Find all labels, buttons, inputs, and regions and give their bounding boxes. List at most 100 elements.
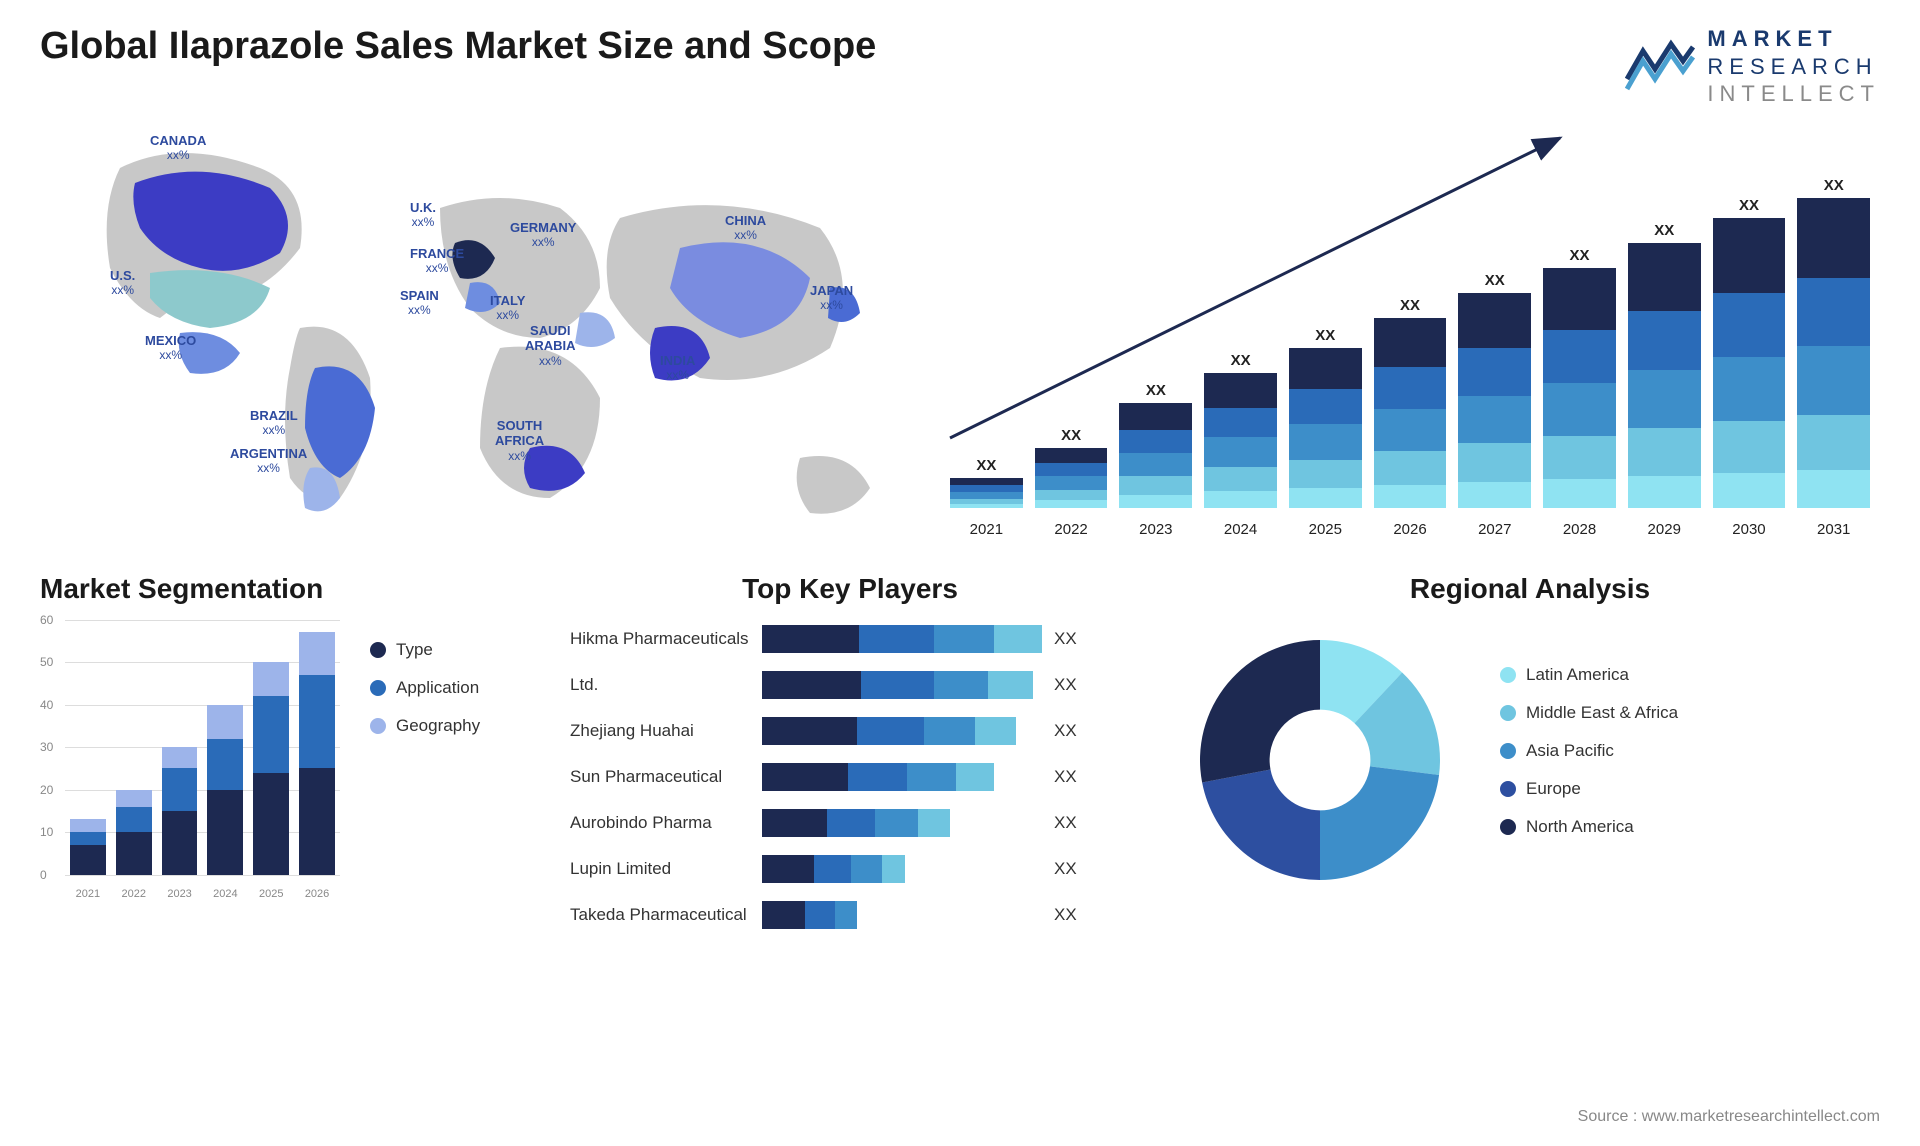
legend-label: North America (1526, 817, 1634, 837)
player-bar-segment (861, 671, 934, 699)
legend-label: Latin America (1526, 665, 1629, 685)
seg-ytick: 60 (40, 613, 53, 627)
growth-bar-segment (1458, 482, 1531, 508)
growth-bar-segment (1035, 448, 1108, 464)
player-bar (762, 763, 1042, 791)
growth-bar-segment (1289, 424, 1362, 459)
player-label: Hikma Pharmaceuticals (570, 629, 750, 649)
player-bar-segment (859, 625, 934, 653)
growth-bar-segment (1204, 437, 1277, 467)
segmentation-panel: Market Segmentation 0102030405060 202120… (40, 573, 520, 934)
growth-bar-chart: XXXXXXXXXXXXXXXXXXXXXX 20212022202320242… (940, 128, 1880, 538)
players-title: Top Key Players (570, 573, 1130, 605)
player-bar-segment (762, 717, 857, 745)
player-bar-segment (924, 717, 976, 745)
growth-bar-segment (1035, 476, 1108, 489)
growth-bar-segment (1204, 467, 1277, 491)
logo-icon (1625, 39, 1695, 94)
growth-bar-segment (1289, 460, 1362, 489)
seg-bar-column (299, 632, 335, 874)
player-label: Aurobindo Pharma (570, 813, 750, 833)
seg-bar-segment (253, 696, 289, 773)
growth-bar-segment (1204, 373, 1277, 408)
growth-bar-segment (950, 504, 1023, 508)
growth-bar-segment (1289, 389, 1362, 424)
seg-year-label: 2025 (253, 888, 289, 900)
growth-bar-label: XX (1315, 327, 1335, 344)
growth-bar-segment (1543, 383, 1616, 436)
growth-bar-label: XX (1739, 197, 1759, 214)
map-label: MEXICOxx% (145, 333, 196, 363)
legend-item: Type (370, 640, 520, 660)
growth-bar-segment (1713, 293, 1786, 357)
world-map-panel: CANADAxx%U.S.xx%MEXICOxx%BRAZILxx%ARGENT… (40, 128, 900, 538)
seg-bar-segment (253, 773, 289, 875)
growth-bar-segment (1204, 491, 1277, 507)
player-bar-segment (762, 671, 861, 699)
seg-ytick: 50 (40, 655, 53, 669)
player-value: XX (1054, 767, 1077, 787)
player-bar-segment (762, 763, 848, 791)
player-bar-segment (851, 855, 881, 883)
growth-bar-column: XX (1628, 222, 1701, 508)
player-row: Aurobindo Pharma XX (570, 804, 1130, 842)
donut-segment (1200, 640, 1320, 782)
growth-bar-segment (950, 485, 1023, 492)
growth-year-label: 2023 (1119, 521, 1192, 538)
map-label: INDIAxx% (660, 353, 695, 383)
growth-bar-label: XX (1485, 272, 1505, 289)
growth-year-label: 2021 (950, 521, 1023, 538)
growth-bar-segment (1713, 357, 1786, 421)
player-bar (762, 901, 1042, 929)
growth-bar-segment (1374, 409, 1447, 451)
growth-bar-segment (1458, 396, 1531, 443)
growth-bar-segment (1797, 278, 1870, 346)
growth-year-label: 2031 (1797, 521, 1870, 538)
donut-segment (1320, 766, 1439, 880)
player-value: XX (1054, 813, 1077, 833)
growth-bar-segment (1458, 443, 1531, 482)
player-bar-segment (956, 763, 994, 791)
growth-year-label: 2026 (1374, 521, 1447, 538)
legend-label: Europe (1526, 779, 1581, 799)
player-row: Hikma PharmaceuticalsXX (570, 620, 1130, 658)
seg-bar-segment (70, 819, 106, 832)
page-title: Global Ilaprazole Sales Market Size and … (40, 25, 876, 68)
map-label: SAUDIARABIAxx% (525, 323, 576, 369)
player-bar-segment (975, 717, 1016, 745)
donut-segment (1202, 769, 1320, 880)
seg-bar-segment (70, 845, 106, 875)
seg-bar-column (70, 819, 106, 874)
growth-bar-column: XX (1204, 352, 1277, 508)
legend-item: Asia Pacific (1500, 741, 1880, 761)
seg-year-label: 2021 (70, 888, 106, 900)
player-label: Zhejiang Huahai (570, 721, 750, 741)
growth-year-label: 2029 (1628, 521, 1701, 538)
map-label: U.K.xx% (410, 200, 436, 230)
player-value: XX (1054, 905, 1077, 925)
growth-bar-column: XX (1458, 272, 1531, 508)
segmentation-title: Market Segmentation (40, 573, 520, 605)
player-value: XX (1054, 721, 1077, 741)
legend-dot-icon (370, 642, 386, 658)
growth-bar-segment (1543, 436, 1616, 479)
player-bar (762, 809, 1042, 837)
seg-bar-segment (116, 807, 152, 833)
segmentation-legend: TypeApplicationGeography (370, 620, 520, 900)
seg-bar-segment (162, 768, 198, 811)
seg-bar-segment (299, 632, 335, 675)
seg-bar-segment (116, 790, 152, 807)
player-bar-segment (994, 625, 1042, 653)
growth-bar-segment (1374, 451, 1447, 485)
key-players-panel: Top Key Players Hikma PharmaceuticalsXXL… (570, 573, 1130, 934)
legend-dot-icon (1500, 743, 1516, 759)
growth-bar-label: XX (1570, 247, 1590, 264)
seg-bar-segment (116, 832, 152, 875)
growth-year-label: 2028 (1543, 521, 1616, 538)
legend-item: North America (1500, 817, 1880, 837)
regional-panel: Regional Analysis Latin AmericaMiddle Ea… (1180, 573, 1880, 934)
growth-bar-segment (1374, 485, 1447, 508)
seg-ytick: 40 (40, 698, 53, 712)
map-label: SOUTHAFRICAxx% (495, 418, 544, 464)
source-attribution: Source : www.marketresearchintellect.com (1578, 1108, 1880, 1126)
